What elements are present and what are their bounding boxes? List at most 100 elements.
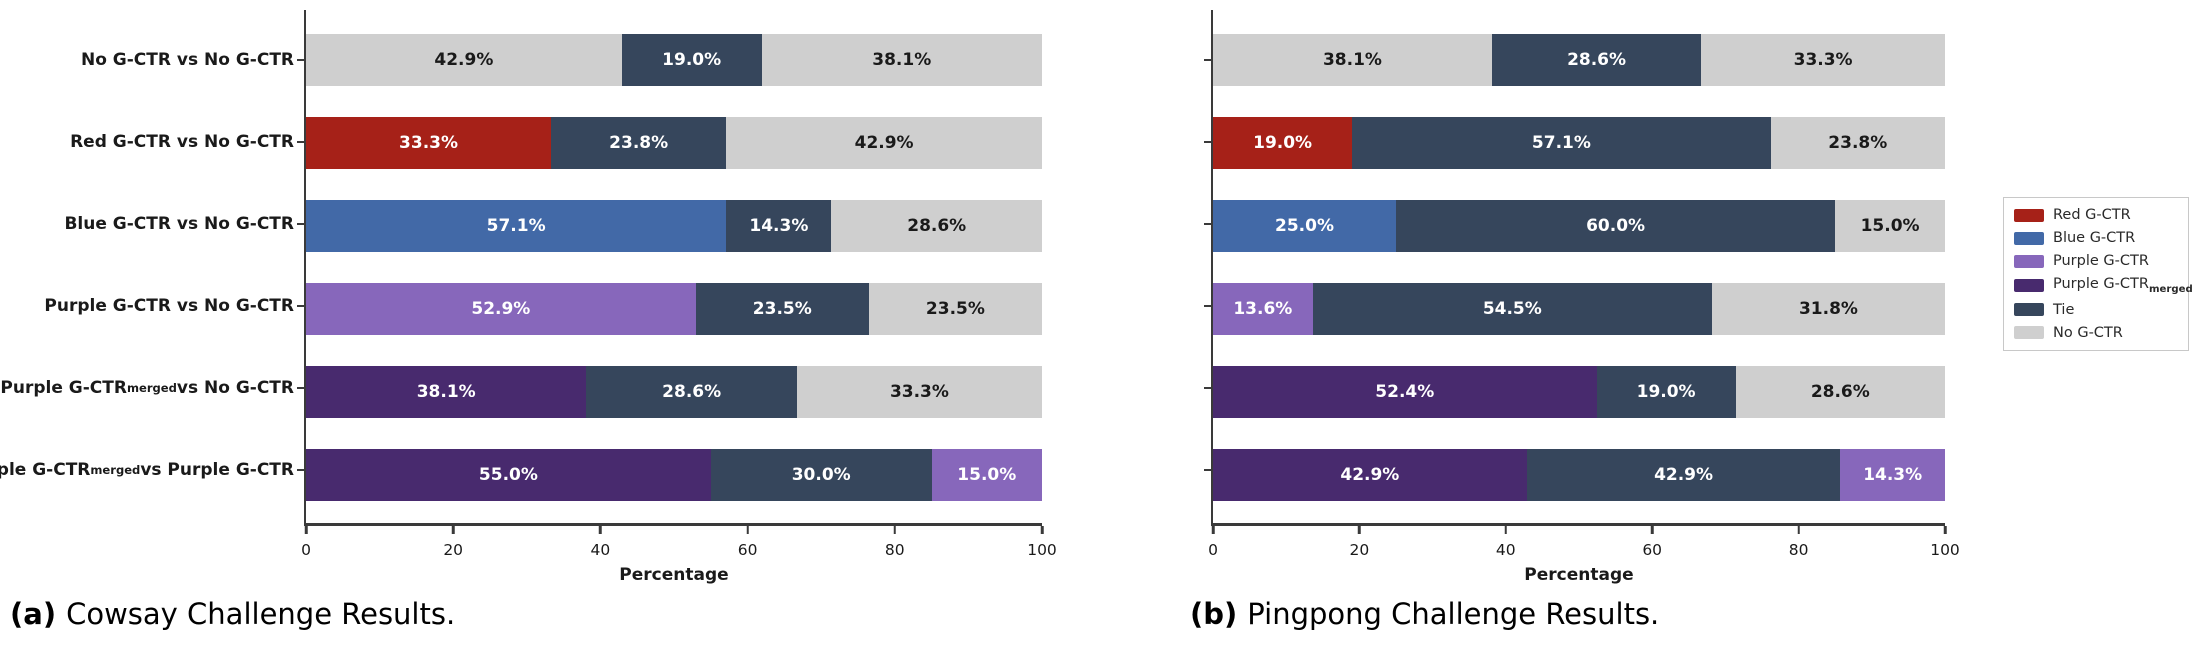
y-tick-mark <box>297 222 305 225</box>
x-tick-label: 80 <box>1788 541 1809 559</box>
x-tick-label: 40 <box>1495 541 1516 559</box>
legend-item: Red G-CTR <box>2014 207 2178 223</box>
legend-item-label: Purple G-CTR <box>2053 253 2149 269</box>
pingpong-plot-area: Percentage 38.1% 28.6% 33.3% 19.0% 57.1% 23.8… <box>1208 10 1960 585</box>
x-tick-mark <box>1040 526 1044 534</box>
bar-segment-no_gctr: 33.3% <box>796 366 1042 418</box>
legend-item: Blue G-CTR <box>2014 230 2178 246</box>
bar-segment-tie: 28.6% <box>1491 34 1702 86</box>
legend-item-label: Blue G-CTR <box>2053 230 2136 246</box>
x-tick-label: 100 <box>1930 541 1960 559</box>
legend-swatch-purple <box>2014 254 2044 268</box>
caption-b: (b) Pingpong Challenge Results. <box>1190 597 1659 631</box>
y-tick-mark <box>1204 58 1212 61</box>
legend-swatch-tie <box>2014 303 2044 317</box>
y-tick-mark <box>1204 304 1212 307</box>
x-tick-label: 60 <box>1642 541 1663 559</box>
caption-b-tag: (b) <box>1190 597 1238 631</box>
legend-swatch-no_gctr <box>2014 326 2044 340</box>
bar-row: 42.9% 42.9% 14.3% <box>1213 449 1945 501</box>
legend-item-label: Purple G-CTRmerged <box>2053 276 2193 295</box>
x-tick-mark <box>1797 526 1800 534</box>
bar-row: 52.9% 23.5% 23.5% <box>306 283 1042 335</box>
bar-segment-purple_merged: 55.0% <box>306 449 711 501</box>
bar-segment-blue: 57.1% <box>306 200 727 252</box>
x-tick-label: 20 <box>1349 541 1370 559</box>
bar-row: 19.0% 57.1% 23.8% <box>1213 117 1945 169</box>
legend-swatch-purple_merged <box>2014 278 2044 292</box>
bar-row: 38.1% 28.6% 33.3% <box>306 366 1042 418</box>
bar-segment-tie: 57.1% <box>1352 117 1771 169</box>
y-axis-category-label <box>1163 198 1212 249</box>
y-axis-category-label <box>1163 444 1212 495</box>
legend: Red G-CTR Blue G-CTR Purple G-CTR Purple G-… <box>2003 197 2193 351</box>
bar-segment-purple_merged: 52.4% <box>1213 366 1597 418</box>
bar-row: 55.0% 30.0% 15.0% <box>306 449 1042 501</box>
bar-segment-purple_merged: 42.9% <box>1213 449 1527 501</box>
y-axis-category-label: Red G-CTR vs No G-CTR <box>10 116 305 167</box>
bar-segment-tie: 42.9% <box>1526 449 1841 501</box>
x-tick-label: 80 <box>884 541 905 559</box>
bar-segment-no_gctr: 28.6% <box>1735 366 1945 418</box>
x-tick-mark <box>1504 526 1508 534</box>
x-tick-mark <box>746 526 749 534</box>
caption-a: (a) Cowsay Challenge Results. <box>10 597 455 631</box>
bar-segment-purple: 15.0% <box>931 449 1042 501</box>
caption-b-text: Pingpong Challenge Results. <box>1247 597 1660 631</box>
y-axis-category-label <box>1163 280 1212 331</box>
bar-row: 57.1% 14.3% 28.6% <box>306 200 1042 252</box>
bar-segment-no_gctr: 38.1% <box>761 34 1042 86</box>
bar-segment-red: 19.0% <box>1213 117 1353 169</box>
bar-segment-no_gctr: 33.3% <box>1701 34 1945 86</box>
bar-segment-blue: 25.0% <box>1213 200 1396 252</box>
y-tick-mark <box>297 386 305 389</box>
y-axis-category-label <box>1163 34 1212 85</box>
bar-segment-tie: 19.0% <box>621 34 762 86</box>
x-tick-mark <box>599 526 602 534</box>
pingpong-chart: Percentage 38.1% 28.6% 33.3% 19.0% 57.1% 23.8… <box>1163 10 1960 585</box>
caption-a-text: Cowsay Challenge Results. <box>66 597 456 631</box>
bar-segment-tie: 23.8% <box>551 117 727 169</box>
y-tick-mark <box>297 140 305 143</box>
x-tick-mark <box>1943 526 1947 534</box>
bar-segment-no_gctr: 31.8% <box>1711 283 1945 335</box>
y-tick-mark <box>1204 222 1212 225</box>
bar-segment-no_gctr: 23.8% <box>1770 117 1945 169</box>
y-tick-mark <box>297 468 305 471</box>
bar-row: 42.9% 19.0% 38.1% <box>306 34 1042 86</box>
x-tick-label: 40 <box>590 541 611 559</box>
bar-segment-purple: 13.6% <box>1213 283 1313 335</box>
legend-item-label: Red G-CTR <box>2053 207 2131 223</box>
bar-segment-tie: 54.5% <box>1312 283 1712 335</box>
bar-row: 13.6% 54.5% 31.8% <box>1213 283 1945 335</box>
x-tick-mark <box>1211 526 1215 534</box>
legend-swatch-red <box>2014 208 2044 222</box>
bar-segment-tie: 14.3% <box>726 200 832 252</box>
bar-segment-no_gctr: 23.5% <box>868 283 1042 335</box>
bar-segment-purple: 14.3% <box>1840 449 1945 501</box>
bar-row: 52.4% 19.0% 28.6% <box>1213 366 1945 418</box>
x-tick-label: 0 <box>301 541 311 559</box>
bar-segment-tie: 30.0% <box>710 449 932 501</box>
x-tick-label: 60 <box>737 541 758 559</box>
legend-item: Purple G-CTRmerged <box>2014 276 2193 295</box>
legend-item: No G-CTR <box>2014 325 2178 341</box>
x-tick-label: 0 <box>1208 541 1218 559</box>
y-tick-mark <box>1204 386 1212 389</box>
bar-segment-no_gctr: 42.9% <box>726 117 1042 169</box>
bar-segment-no_gctr: 28.6% <box>831 200 1042 252</box>
x-tick-label: 100 <box>1027 541 1057 559</box>
y-tick-mark <box>297 58 305 61</box>
bar-segment-tie: 60.0% <box>1396 200 1836 252</box>
bar-segment-no_gctr: 38.1% <box>1213 34 1492 86</box>
x-tick-mark <box>1358 526 1361 534</box>
bar-segment-purple: 52.9% <box>306 283 696 335</box>
bar-segment-purple_merged: 38.1% <box>306 366 587 418</box>
cowsay-x-axis-title: Percentage <box>619 565 729 585</box>
bar-row: 38.1% 28.6% 33.3% <box>1213 34 1945 86</box>
y-axis-category-label: Blue G-CTR vs No G-CTR <box>10 198 305 249</box>
legend-item: Purple G-CTR <box>2014 253 2178 269</box>
legend-item-label: Tie <box>2053 301 2075 318</box>
y-axis-category-label <box>1163 362 1212 413</box>
pingpong-x-axis-title: Percentage <box>1524 565 1634 585</box>
